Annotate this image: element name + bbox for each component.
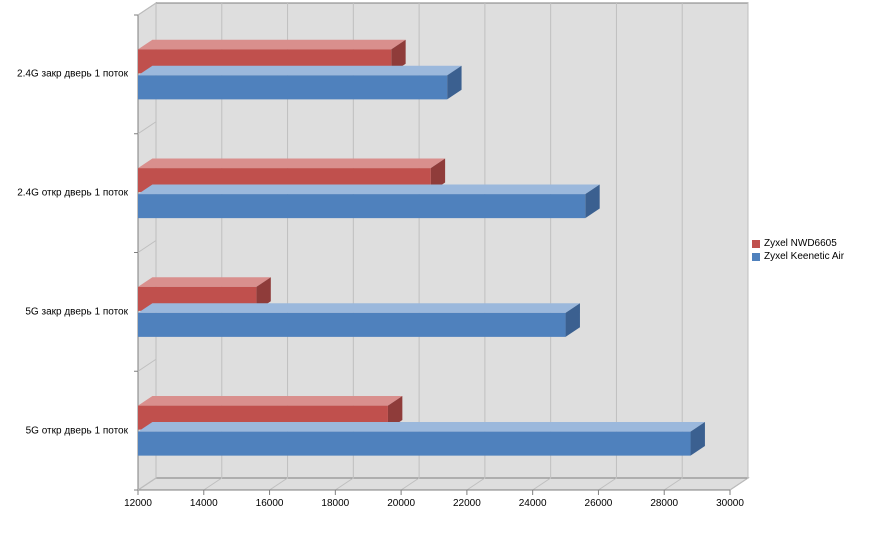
x-axis-tick-label: 30000	[716, 498, 744, 509]
y-axis-category-label: 5G закр дверь 1 поток	[0, 306, 128, 317]
x-axis-tick-label: 22000	[453, 498, 481, 509]
legend-item: Zyxel Keenetic Air	[752, 251, 844, 262]
legend-label: Zyxel NWD6605	[764, 238, 837, 249]
x-axis-tick-label: 24000	[519, 498, 547, 509]
bar-top	[138, 303, 580, 313]
chart-floor	[138, 478, 748, 490]
legend-item: Zyxel NWD6605	[752, 238, 844, 249]
bar-top	[138, 66, 462, 76]
y-axis-category-label: 2.4G откр дверь 1 поток	[0, 188, 128, 199]
x-axis-tick-label: 20000	[387, 498, 415, 509]
bar-front	[138, 194, 585, 218]
y-axis-category-label: 2.4G закр дверь 1 поток	[0, 69, 128, 80]
bar-top	[138, 185, 600, 195]
legend: Zyxel NWD6605 Zyxel Keenetic Air	[752, 238, 844, 264]
bar-front	[138, 432, 691, 456]
bar-front	[138, 75, 447, 99]
legend-label: Zyxel Keenetic Air	[764, 251, 844, 262]
bar-top	[138, 159, 445, 169]
x-axis-tick-label: 28000	[650, 498, 678, 509]
bar-front	[138, 313, 566, 337]
x-axis-tick-label: 16000	[256, 498, 284, 509]
x-axis-tick-label: 14000	[190, 498, 218, 509]
x-axis-tick-label: 12000	[124, 498, 152, 509]
legend-swatch	[752, 253, 760, 261]
x-axis-tick-label: 18000	[321, 498, 349, 509]
legend-swatch	[752, 240, 760, 248]
bar-top	[138, 277, 271, 287]
bar-top	[138, 422, 705, 432]
y-axis-category-label: 5G откр дверь 1 поток	[0, 425, 128, 436]
bar-top	[138, 40, 406, 50]
x-axis-tick-label: 26000	[585, 498, 613, 509]
bar-top	[138, 396, 402, 406]
chart-stage: 2.4G закр дверь 1 поток 2.4G откр дверь 1…	[0, 0, 877, 542]
